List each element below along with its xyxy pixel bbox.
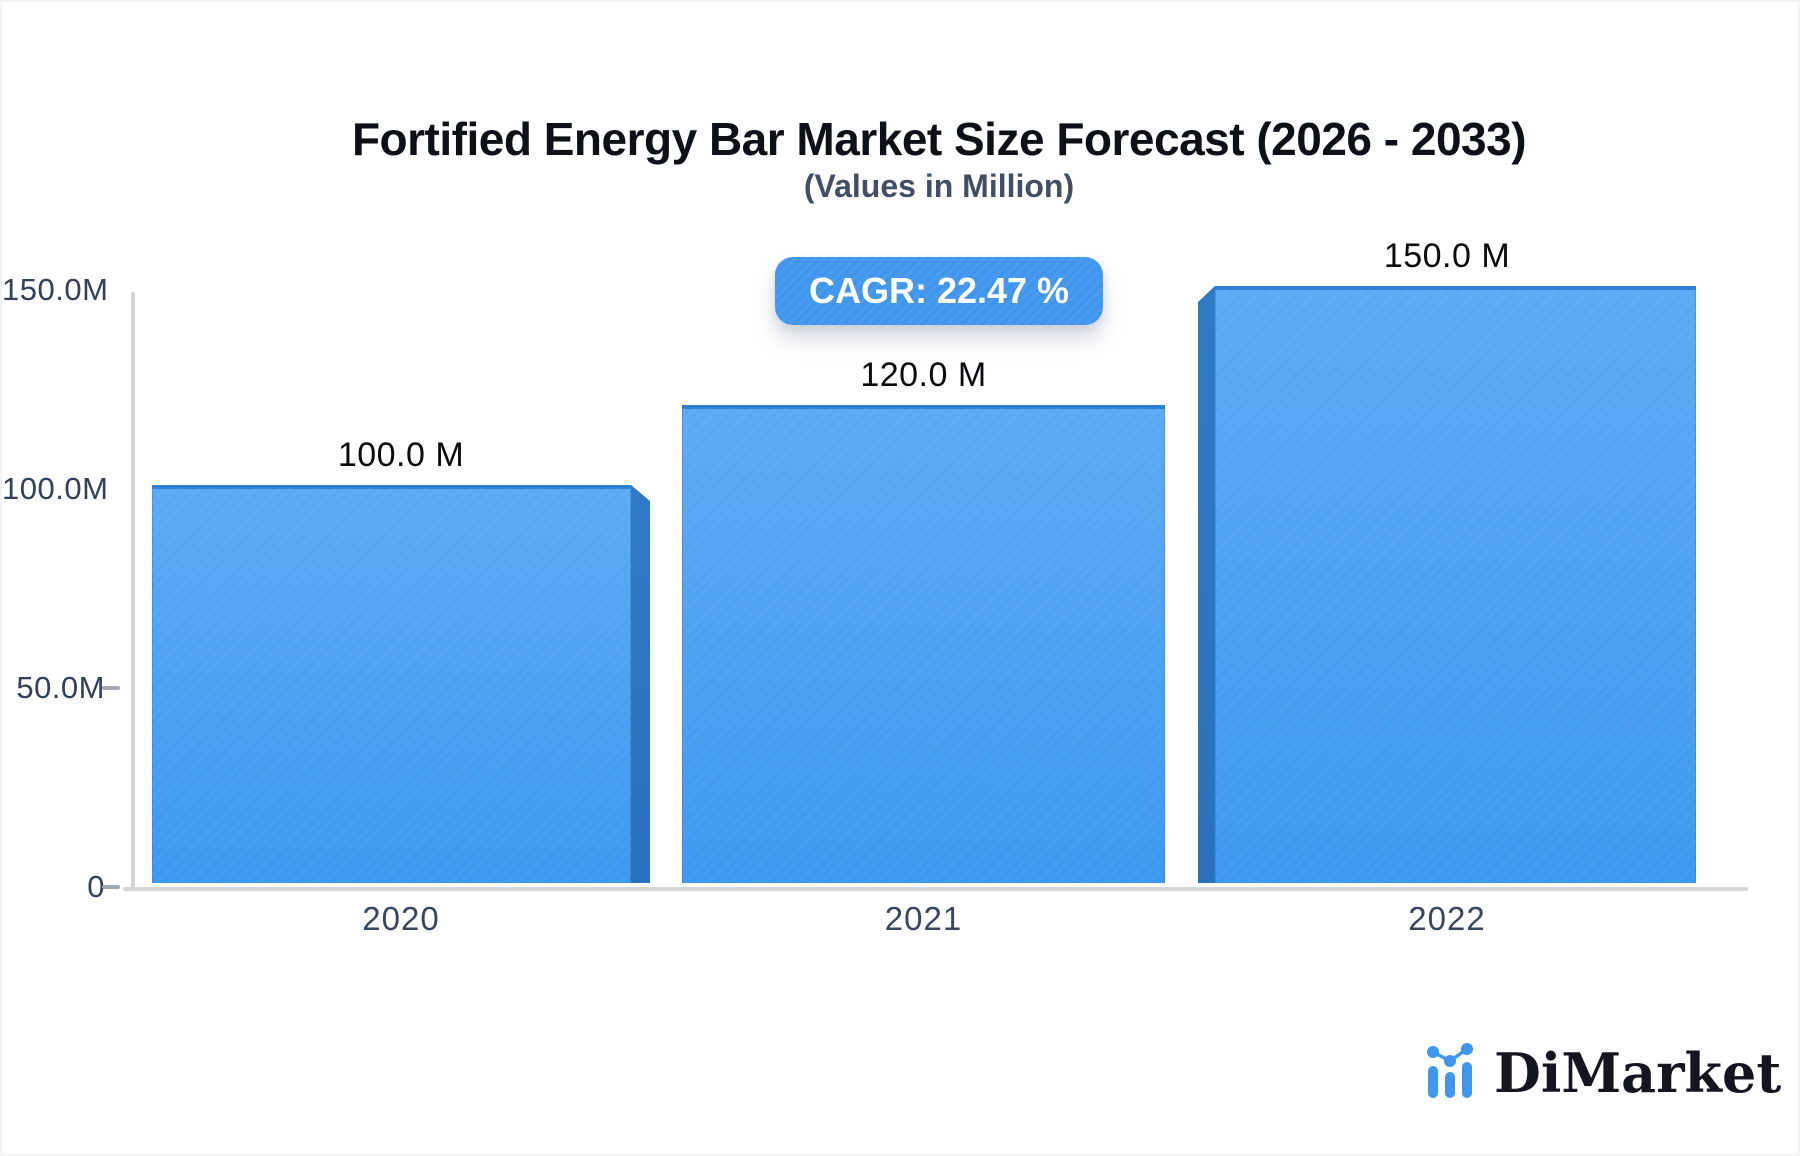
bar-value-label-2020: 100.0 M [337,436,465,474]
x-axis-line [123,887,1748,891]
y-axis-line [131,292,135,889]
chart-title: Fortified Energy Bar Market Size Forecas… [351,113,1527,165]
brand-logo: DiMarket [1422,1038,1781,1102]
bar-3d-side-2022 [1198,286,1215,883]
y-tick-label: 150.0M [2,272,109,307]
y-tick-label: 0 [87,869,105,904]
mini-bar-chart-icon [1427,1043,1473,1098]
x-label-2022: 2022 [1408,900,1486,937]
y-tick-dash [102,885,120,889]
bar-face-2022 [1215,286,1696,883]
brand-logo-text: DiMarket [1494,1041,1782,1105]
y-tick-0: 0 [2,869,120,905]
bar-value-label-2022: 150.0 M [1383,237,1511,275]
y-tick-label: 50.0M [16,670,105,705]
y-tick-150m: 150.0M [2,272,109,308]
bar-face-2021 [682,405,1165,883]
bar-2022: 150.0 M [1198,237,1696,883]
bar-face-2020 [152,485,631,883]
bar-2021: 120.0 M [682,356,1165,883]
bar-3d-side-2020 [631,485,650,883]
x-label-2020: 2020 [362,900,440,937]
bar-value-label-2021: 120.0 M [860,356,987,394]
y-tick-50m: 50.0M [2,670,120,706]
y-tick-dash [102,686,120,690]
y-tick-label: 100.0M [2,471,109,506]
cagr-badge-label: CAGR: 22.47 % [808,270,1070,311]
bar-2020: 100.0 M [152,436,650,883]
x-label-2021: 2021 [884,900,963,937]
cagr-badge: CAGR: 22.47 % [774,257,1104,325]
chart-subtitle: (Values in Million) [803,168,1075,204]
y-tick-100m: 100.0M [2,471,109,507]
